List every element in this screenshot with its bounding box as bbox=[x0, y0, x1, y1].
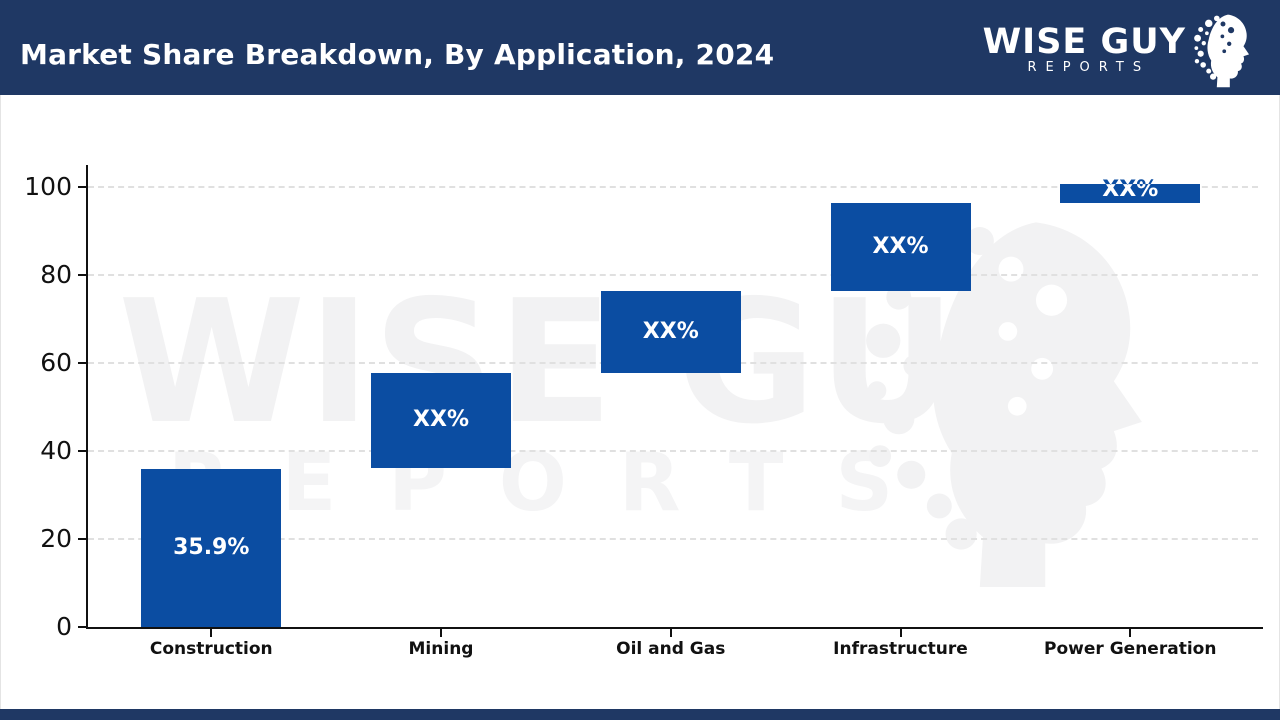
bar-value-label: XX% bbox=[872, 233, 929, 259]
bar-value-label: XX% bbox=[642, 318, 699, 344]
x-tick-mark bbox=[669, 629, 672, 637]
brand-reports-label: REPORTS bbox=[1027, 59, 1151, 75]
y-tick-label: 80 bbox=[40, 260, 72, 289]
bar-infrastructure: XX% bbox=[830, 202, 971, 291]
y-tick-label: 60 bbox=[40, 348, 72, 377]
y-tick-mark bbox=[78, 450, 86, 452]
x-tick-mark bbox=[1129, 629, 1132, 637]
bar-value-label: XX% bbox=[1102, 176, 1159, 202]
x-category-label: Oil and Gas bbox=[616, 639, 726, 659]
bar-value-label: XX% bbox=[1102, 176, 1159, 202]
y-tick-mark bbox=[78, 362, 86, 364]
gridline bbox=[88, 538, 1258, 540]
gridline bbox=[88, 186, 1258, 188]
bar-mining: XX% bbox=[371, 372, 511, 468]
footer-bar bbox=[0, 709, 1280, 720]
page-title: Market Share Breakdown, By Application, … bbox=[20, 38, 775, 71]
x-category-label: Mining bbox=[408, 639, 474, 659]
y-tick-label: 0 bbox=[56, 612, 72, 641]
gridline bbox=[88, 274, 1258, 276]
brand-name: WISE GUY bbox=[982, 21, 1186, 62]
x-axis-line bbox=[86, 627, 1263, 629]
x-tick-mark bbox=[210, 629, 213, 637]
y-axis-line bbox=[86, 165, 88, 629]
y-tick-label: 20 bbox=[40, 524, 72, 553]
header: Market Share Breakdown, By Application, … bbox=[0, 0, 1280, 95]
bar-value-label: XX% bbox=[413, 407, 469, 433]
y-tick-mark bbox=[78, 626, 86, 628]
x-tick-mark bbox=[899, 629, 902, 637]
x-tick-mark bbox=[440, 629, 442, 637]
y-tick-mark bbox=[78, 538, 86, 540]
brand-logo: WISE GUY REPORTS bbox=[983, 8, 1254, 88]
bar-construction: 35.9% bbox=[141, 469, 282, 627]
y-tick-label: 100 bbox=[24, 172, 72, 201]
x-category-label: Infrastructure bbox=[833, 639, 968, 659]
x-category-label: Power Generation bbox=[1044, 639, 1217, 659]
y-tick-mark bbox=[78, 186, 86, 188]
dotface-logo-icon bbox=[1192, 12, 1254, 88]
y-tick-label: 40 bbox=[40, 436, 72, 465]
bar-power-generation: XX% XX% bbox=[1060, 177, 1201, 203]
brand-wordmark: WISE GUY REPORTS bbox=[983, 24, 1186, 76]
watermark-reports: REPORTS bbox=[168, 436, 946, 529]
bar-value-label: 35.9% bbox=[173, 535, 250, 560]
x-category-label: Construction bbox=[149, 639, 273, 659]
bar-oil-and-gas: XX% bbox=[600, 290, 741, 373]
y-tick-mark bbox=[78, 274, 86, 276]
gridline bbox=[88, 450, 1258, 452]
